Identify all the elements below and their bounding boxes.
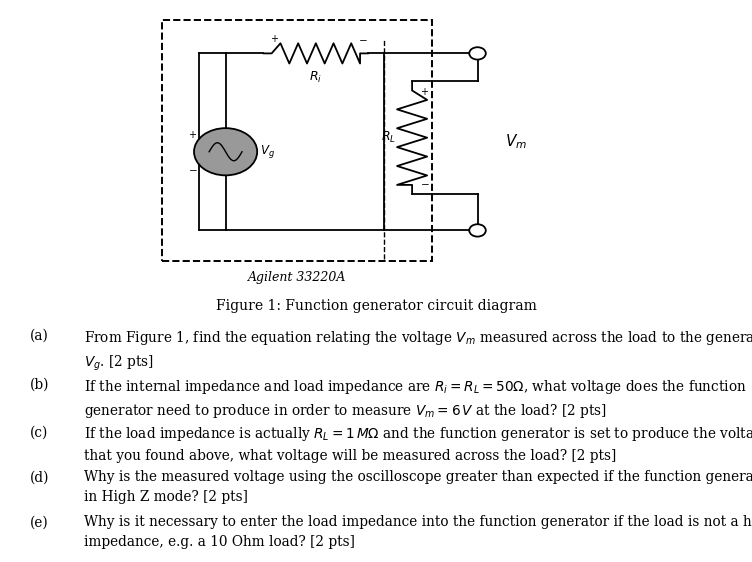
Text: (a): (a): [30, 329, 49, 343]
Text: $V_g$: $V_g$: [260, 143, 275, 160]
Text: Agilent 33220A: Agilent 33220A: [248, 271, 346, 284]
Text: $V_m$: $V_m$: [505, 132, 527, 151]
Text: +: +: [420, 87, 428, 97]
Text: (c): (c): [30, 425, 48, 439]
Circle shape: [469, 224, 486, 237]
Text: Figure 1: Function generator circuit diagram: Figure 1: Function generator circuit dia…: [216, 299, 536, 313]
Text: Why is it necessary to enter the load impedance into the function generator if t: Why is it necessary to enter the load im…: [84, 515, 752, 549]
Text: $R_L$: $R_L$: [381, 130, 396, 145]
Text: (b): (b): [30, 378, 50, 392]
Text: (e): (e): [30, 515, 49, 529]
Text: If the load impedance is actually $R_L = 1\,M\Omega$ and the function generator : If the load impedance is actually $R_L =…: [84, 425, 752, 463]
Text: (d): (d): [30, 470, 50, 484]
Text: +: +: [271, 34, 278, 44]
Circle shape: [469, 47, 486, 60]
Text: $-$: $-$: [358, 34, 367, 44]
Text: From Figure 1, find the equation relating the voltage $V_m$ measured across the : From Figure 1, find the equation relatin…: [84, 329, 752, 373]
Text: $-$: $-$: [420, 178, 429, 188]
Text: Why is the measured voltage using the oscilloscope greater than expected if the : Why is the measured voltage using the os…: [84, 470, 752, 504]
Text: $R_i$: $R_i$: [309, 70, 323, 85]
Text: $-$: $-$: [188, 164, 197, 174]
Text: If the internal impedance and load impedance are $R_i = R_L = 50\Omega$, what vo: If the internal impedance and load imped…: [84, 378, 747, 420]
Text: +: +: [189, 130, 196, 140]
Circle shape: [194, 128, 257, 175]
